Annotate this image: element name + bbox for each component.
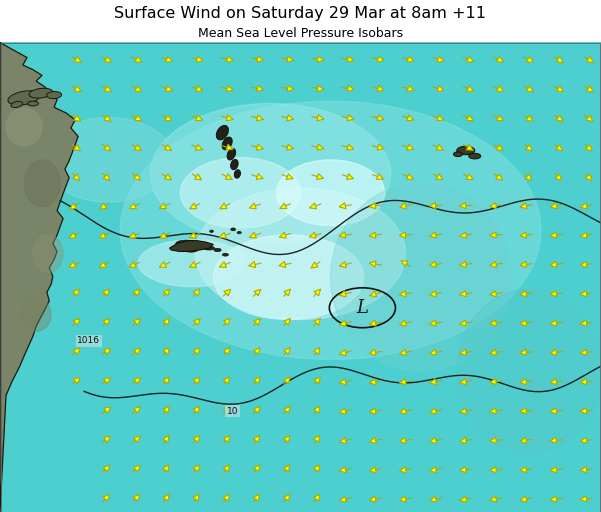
Text: 1016: 1016 — [78, 336, 100, 345]
Polygon shape — [169, 241, 213, 251]
Ellipse shape — [214, 248, 221, 252]
Ellipse shape — [42, 118, 174, 202]
Text: L: L — [356, 299, 368, 317]
Ellipse shape — [24, 160, 60, 207]
Ellipse shape — [276, 160, 385, 226]
Ellipse shape — [227, 148, 236, 160]
Ellipse shape — [175, 240, 197, 247]
Text: 10: 10 — [227, 407, 239, 416]
Ellipse shape — [8, 91, 40, 105]
Ellipse shape — [21, 298, 51, 331]
Ellipse shape — [195, 188, 406, 319]
Ellipse shape — [454, 152, 463, 157]
Ellipse shape — [231, 159, 238, 169]
Ellipse shape — [210, 230, 213, 232]
Ellipse shape — [190, 243, 207, 248]
Ellipse shape — [469, 153, 481, 159]
Ellipse shape — [331, 183, 511, 371]
Text: Mean Sea Level Pressure Isobars: Mean Sea Level Pressure Isobars — [198, 27, 403, 39]
Ellipse shape — [185, 248, 198, 252]
Ellipse shape — [222, 137, 232, 150]
Ellipse shape — [120, 101, 541, 359]
Ellipse shape — [29, 88, 53, 98]
Ellipse shape — [237, 231, 242, 234]
Ellipse shape — [180, 158, 300, 228]
Ellipse shape — [231, 228, 236, 231]
Ellipse shape — [204, 246, 215, 250]
Ellipse shape — [28, 101, 38, 106]
Ellipse shape — [11, 101, 23, 108]
Ellipse shape — [216, 125, 228, 140]
Ellipse shape — [234, 170, 240, 178]
Ellipse shape — [457, 146, 475, 155]
Ellipse shape — [222, 253, 228, 256]
Ellipse shape — [6, 108, 42, 146]
Ellipse shape — [213, 235, 364, 319]
Ellipse shape — [138, 240, 246, 287]
Polygon shape — [0, 42, 78, 512]
Text: Surface Wind on Saturday 29 Mar at 8am +11: Surface Wind on Saturday 29 Mar at 8am +… — [115, 6, 486, 21]
Ellipse shape — [150, 103, 391, 244]
Ellipse shape — [47, 92, 61, 99]
Ellipse shape — [457, 289, 601, 453]
Ellipse shape — [33, 235, 63, 272]
